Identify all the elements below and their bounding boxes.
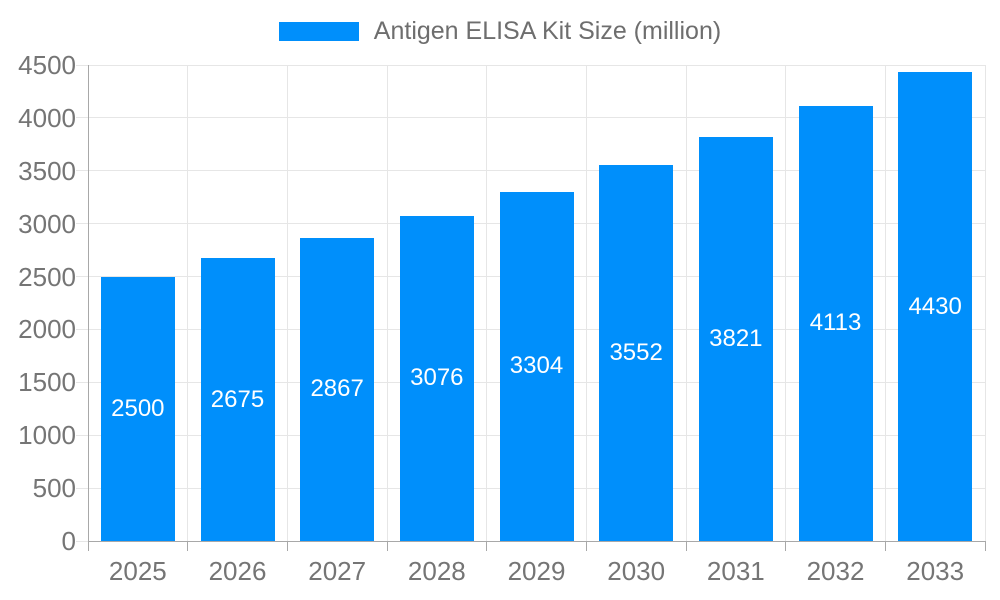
x-axis-tick (187, 541, 189, 551)
x-gridline (386, 65, 388, 541)
y-axis-tick (76, 328, 88, 330)
x-gridline (187, 65, 189, 541)
bar-value-label: 2500 (111, 394, 165, 422)
bar-2032[interactable]: 4113 (798, 105, 873, 541)
x-axis-line (88, 540, 985, 542)
x-gridline (984, 65, 986, 541)
y-axis-tick (76, 540, 88, 542)
y-axis-tick (76, 223, 88, 225)
y-gridline (88, 117, 985, 119)
bar-2028[interactable]: 3076 (399, 215, 474, 541)
x-gridline (486, 65, 488, 541)
bar-2027[interactable]: 2867 (300, 237, 375, 541)
legend-label: Antigen ELISA Kit Size (million) (373, 16, 722, 45)
y-axis-tick (76, 64, 88, 66)
x-axis-tick (984, 541, 986, 551)
y-axis-label: 0 (61, 526, 76, 556)
x-axis-label: 2029 (507, 556, 566, 586)
x-axis-tick (585, 541, 587, 551)
x-axis-tick (884, 541, 886, 551)
x-axis-label: 2032 (806, 556, 865, 586)
bar-value-label: 2675 (210, 385, 265, 413)
x-axis-label: 2033 (906, 556, 965, 586)
y-axis-label: 4500 (18, 50, 76, 80)
y-gridline (88, 170, 985, 172)
y-axis-label: 2500 (18, 261, 76, 292)
bar-value-label: 3552 (609, 339, 663, 367)
x-axis-tick (685, 541, 687, 551)
y-axis-label: 1500 (18, 367, 76, 398)
bar-2030[interactable]: 3552 (599, 165, 674, 541)
y-axis-label: 4000 (18, 102, 76, 133)
x-axis-label: 2028 (407, 556, 466, 586)
y-axis-tick (76, 170, 88, 172)
x-axis-label: 2026 (208, 556, 267, 586)
bar-2029[interactable]: 3304 (499, 191, 574, 541)
y-axis-tick (76, 276, 88, 278)
bar-2031[interactable]: 3821 (698, 136, 773, 541)
x-axis-tick (286, 541, 288, 551)
x-axis-label: 2027 (308, 556, 367, 586)
y-axis-label: 3500 (18, 155, 76, 186)
x-axis-tick (785, 541, 787, 551)
bar-value-label: 4430 (908, 292, 962, 320)
x-gridline (585, 65, 587, 541)
y-gridline (88, 64, 985, 66)
bar-value-label: 3076 (410, 364, 464, 392)
y-axis-label: 1000 (18, 420, 76, 451)
bar-2025[interactable]: 2500 (100, 276, 175, 541)
bar-value-label: 3821 (709, 324, 763, 352)
x-axis-label: 2031 (706, 556, 765, 586)
legend[interactable]: Antigen ELISA Kit Size (million) (0, 16, 1000, 46)
x-gridline (286, 65, 288, 541)
bar-value-label: 4113 (809, 309, 862, 337)
y-axis-tick (76, 117, 88, 119)
y-axis-tick (76, 487, 88, 489)
bar-value-label: 3304 (509, 352, 564, 380)
y-axis-tick (76, 381, 88, 383)
x-axis-tick (486, 541, 488, 551)
x-gridline (884, 65, 886, 541)
y-axis-tick (76, 434, 88, 436)
legend-swatch[interactable] (278, 21, 359, 41)
bar-2033[interactable]: 4430 (898, 72, 973, 541)
bar-2026[interactable]: 2675 (200, 258, 275, 541)
bar-value-label: 2867 (310, 375, 364, 403)
y-axis-line (87, 65, 89, 551)
x-gridline (785, 65, 787, 541)
y-axis-label: 2000 (18, 314, 76, 345)
x-axis-label: 2030 (607, 556, 666, 586)
y-axis-label: 3000 (18, 208, 76, 239)
y-axis-label: 500 (32, 473, 76, 504)
x-gridline (685, 65, 687, 541)
x-axis-label: 2025 (108, 556, 167, 586)
x-axis-tick (386, 541, 388, 551)
